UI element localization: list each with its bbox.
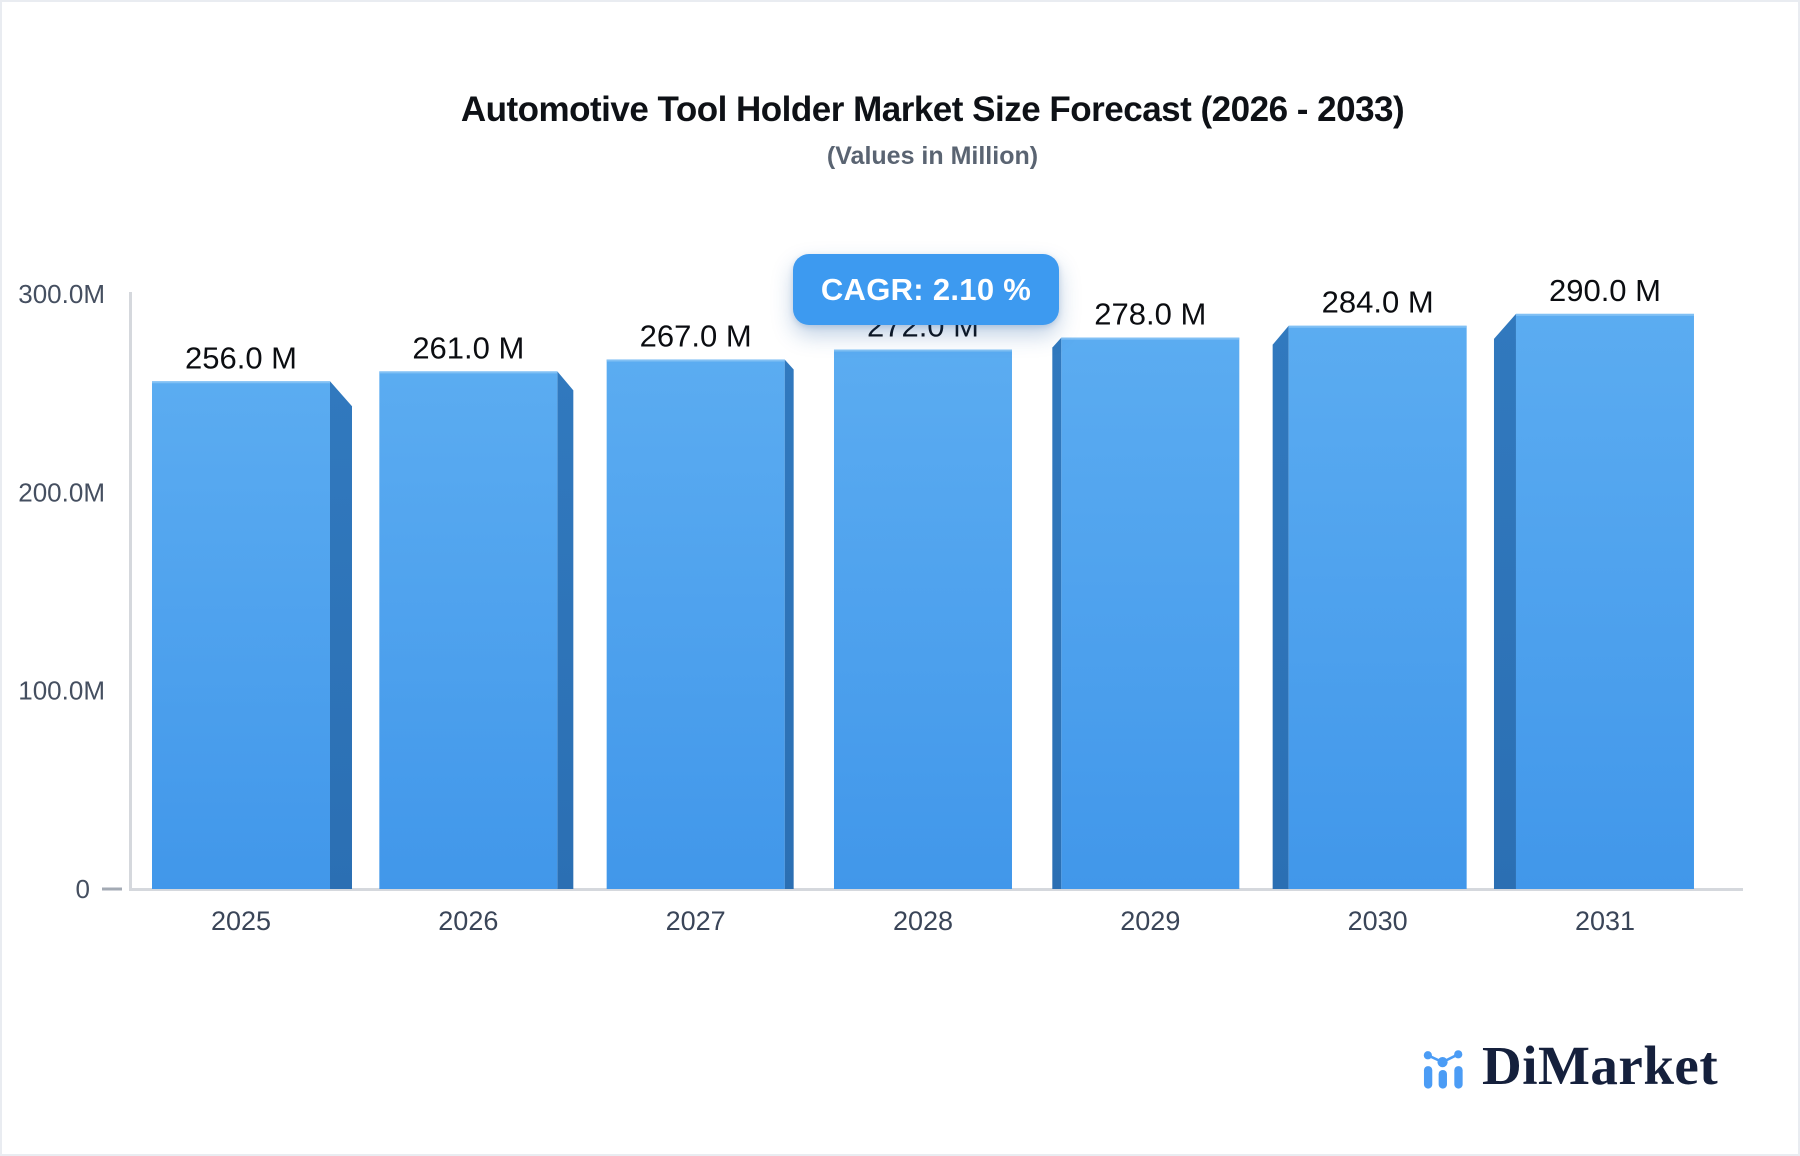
brand-name: DiMarket	[1482, 1035, 1719, 1096]
y-axis-tick-200.0M: 200.0M	[18, 477, 105, 507]
bar-side-panel	[557, 371, 574, 890]
bar-value-label: 267.0 M	[640, 318, 752, 353]
bar-value-label: 261.0 M	[412, 330, 524, 365]
x-axis-label-2028: 2028	[893, 906, 953, 936]
chart-header: Automotive Tool Holder Market Size Forec…	[67, 90, 1798, 171]
x-axis-label-2030: 2030	[1348, 906, 1408, 936]
y-axis-tick-0: 0	[76, 874, 90, 904]
bar-face	[606, 359, 785, 889]
cagr-badge: CAGR: 2.10 %	[793, 254, 1059, 325]
bar-side-panel	[784, 359, 794, 889]
bar-value-label: 256.0 M	[185, 340, 297, 375]
bar-face	[152, 381, 330, 889]
bar-face	[833, 349, 1012, 889]
y-axis-line	[129, 292, 132, 890]
bar-2027: 267.0 M	[606, 318, 794, 889]
chart-subtitle: (Values in Million)	[826, 142, 1039, 170]
mini-bar-chart-logo-icon	[1423, 1050, 1463, 1089]
x-axis-label-2026: 2026	[438, 906, 498, 936]
zero-tick-dash	[102, 887, 122, 891]
bar-2031: 290.0 M	[1493, 273, 1694, 889]
chart-title: Automotive Tool Holder Market Size Forec…	[460, 90, 1405, 129]
bar-2025: 256.0 M	[152, 340, 352, 889]
bar-face	[1515, 313, 1694, 889]
x-axis-label-2025: 2025	[211, 906, 271, 936]
bar-side-panel	[1052, 337, 1062, 890]
bar-value-label: 278.0 M	[1094, 297, 1206, 332]
bar-2030: 284.0 M	[1272, 285, 1467, 889]
x-axis-label-2029: 2029	[1120, 906, 1180, 936]
bar-side-panel	[1272, 325, 1289, 889]
bar-face	[1288, 325, 1467, 889]
bar-side-panel	[1493, 313, 1516, 889]
bar-value-label: 284.0 M	[1322, 285, 1434, 320]
x-axis-label-2027: 2027	[666, 906, 726, 936]
y-axis-tick-100.0M: 100.0M	[18, 676, 105, 706]
x-axis-line	[129, 888, 1743, 891]
bar-2026: 261.0 M	[379, 330, 574, 890]
y-axis-tick-300.0M: 300.0M	[18, 279, 105, 309]
brand-logo: DiMarket	[1422, 1035, 1719, 1096]
bar-2029: 278.0 M	[1052, 297, 1240, 890]
bar-value-label: 290.0 M	[1549, 273, 1661, 308]
bar-face	[1061, 337, 1240, 890]
x-axis-label-2031: 2031	[1575, 906, 1635, 936]
bar-face	[379, 371, 558, 890]
bar-2028: 272.0 M	[833, 309, 1012, 889]
bar-side-panel	[330, 381, 352, 889]
